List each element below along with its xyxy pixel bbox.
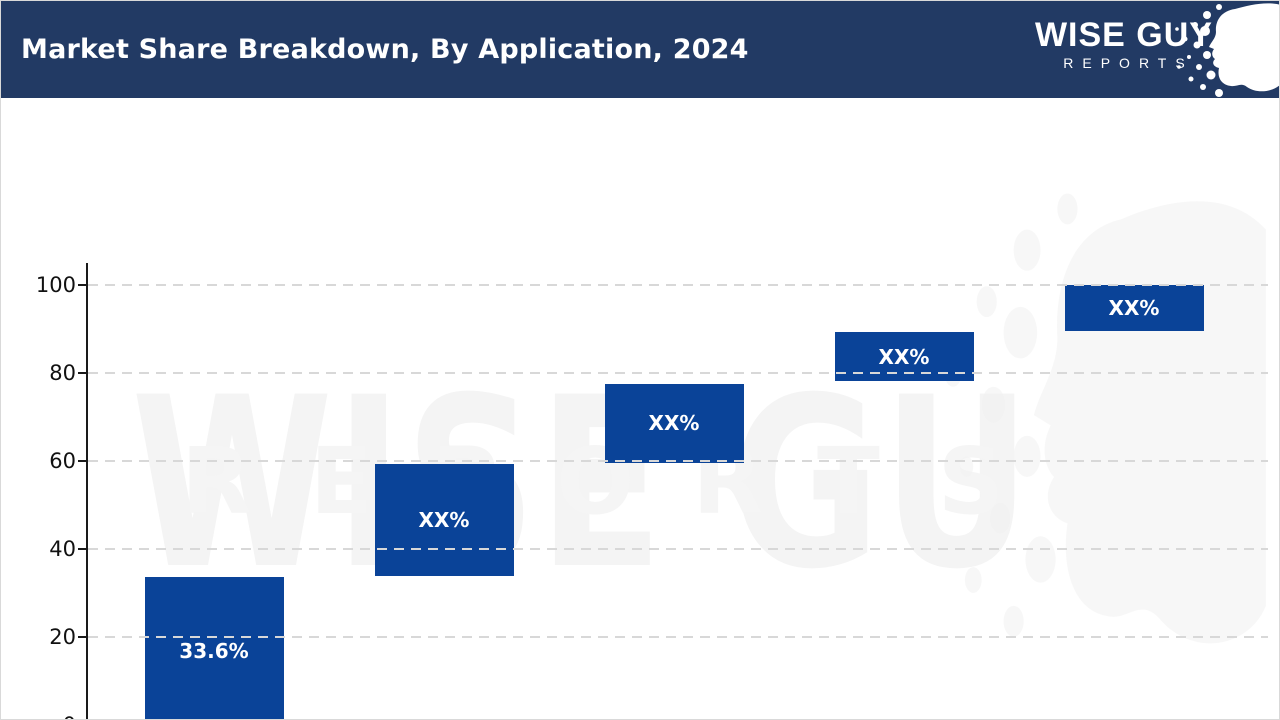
logo-subtitle: REPORTS [1063,55,1194,72]
y-axis-tick-label: 100 [35,273,76,297]
bar-value-label: 33.6% [179,639,249,664]
y-axis-tick-mark [78,460,86,462]
header-bar: Market Share Breakdown, By Application, … [1,1,1279,98]
y-axis-tick-label: 20 [49,625,76,649]
wiseguy-logo: WISE GUY REPORTS [1021,1,1279,98]
bar-pharmaceutical: XX% [1064,285,1204,332]
bar-value-label: XX% [418,507,470,532]
chart-area: WISE GU REPORTS 33.6% XX% XX% XX% XX% 0 20 40 6… [1,98,1279,719]
gridline-60 [88,460,1268,462]
y-axis-tick-label: 60 [49,449,76,473]
bar-manufacturing: 33.6% [144,577,284,719]
page-title: Market Share Breakdown, By Application, … [21,34,749,65]
y-axis-tick-mark [78,636,86,638]
gridline-80 [88,372,1268,374]
gridline-40 [88,548,1268,550]
y-axis-tick-mark [78,284,86,286]
bar-warehousing: XX% [374,463,514,576]
watermark-subtitle: REPORTS [181,428,1063,535]
logo-wordmark: WISE GUY [1034,16,1213,54]
gridline-20 [88,636,1268,638]
y-axis-tick-mark [78,372,86,374]
bar-value-label: XX% [1108,296,1160,321]
head-profile-dots-icon [1175,3,1279,97]
y-axis-tick-label: 0 [6,711,76,719]
y-axis-tick-label: 40 [49,537,76,561]
bar-distribution-centers: XX% [604,383,744,463]
wiseguy-logo-text: WISE GUY REPORTS [1034,16,1213,72]
bar-value-label: XX% [878,344,930,369]
y-axis-tick-mark [78,548,86,550]
bar-value-label: XX% [648,411,700,436]
watermark-wordmark: WISE GU [131,348,1033,621]
gridline-100 [88,284,1268,286]
y-axis-tick-label: 80 [49,361,76,385]
plot-area: 33.6% XX% XX% XX% XX% [86,263,1268,719]
